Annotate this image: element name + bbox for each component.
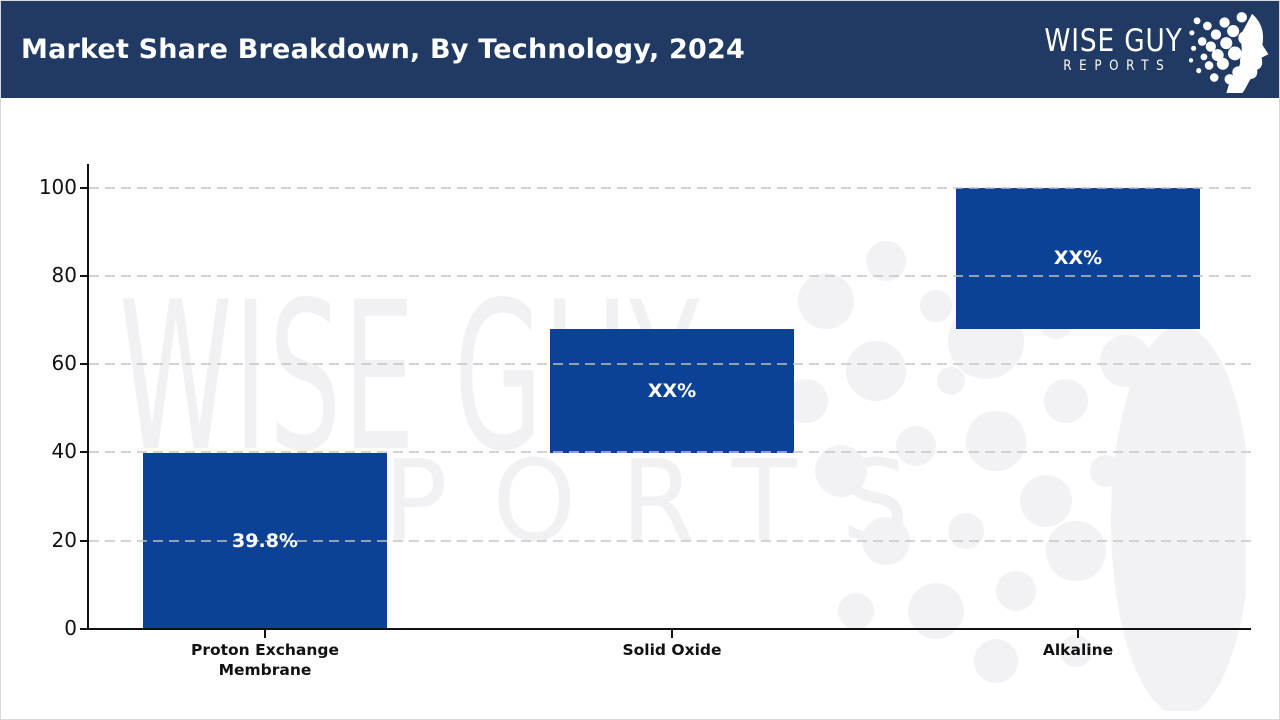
x-category-label-1: Solid Oxide xyxy=(622,641,722,659)
logo-face-icon xyxy=(1188,11,1269,93)
gridline-80 xyxy=(89,274,1251,277)
y-tick-label-0: 0 xyxy=(64,616,77,640)
page-title: Market Share Breakdown, By Technology, 2… xyxy=(21,34,746,65)
header-bar: Market Share Breakdown, By Technology, 2… xyxy=(1,1,1279,98)
bar-1 xyxy=(550,328,794,454)
gridline-100 xyxy=(89,186,1251,189)
y-tick-label-60: 60 xyxy=(51,351,77,376)
bar-2 xyxy=(956,187,1200,329)
logo-wordmark: WISE GUY xyxy=(1044,23,1183,60)
y-tick-label-40: 40 xyxy=(51,439,77,464)
logo-subtitle: REPORTS xyxy=(1063,57,1172,74)
y-tick-label-20: 20 xyxy=(51,527,77,552)
bar-value-label-0: 39.8% xyxy=(232,530,298,553)
gridline-40 xyxy=(89,451,1251,454)
logo-text: WISE GUY REPORTS xyxy=(1045,25,1183,74)
x-category-label-0: Proton Exchange Membrane xyxy=(190,641,340,680)
gridline-60 xyxy=(89,363,1251,366)
y-tick-20 xyxy=(80,539,89,542)
y-tick-40 xyxy=(80,451,89,454)
watermark-face-icon xyxy=(784,241,1246,711)
x-tick-2 xyxy=(1077,630,1079,638)
y-tick-label-100: 100 xyxy=(38,174,77,199)
y-tick-80 xyxy=(80,274,89,277)
y-axis-line xyxy=(87,164,89,630)
wise-guy-reports-logo: WISE GUY REPORTS xyxy=(1020,7,1271,93)
y-tick-label-80: 80 xyxy=(51,262,77,287)
x-tick-0 xyxy=(264,630,266,638)
gridline-20 xyxy=(89,539,1251,542)
x-tick-1 xyxy=(671,630,673,638)
x-category-label-2: Alkaline xyxy=(1042,641,1114,659)
bar-value-label-2: XX% xyxy=(1053,247,1103,270)
bar-value-label-1: XX% xyxy=(647,380,697,403)
x-axis-line xyxy=(87,628,1251,630)
y-tick-0 xyxy=(80,628,89,630)
y-tick-60 xyxy=(80,363,89,366)
y-tick-100 xyxy=(80,186,89,189)
